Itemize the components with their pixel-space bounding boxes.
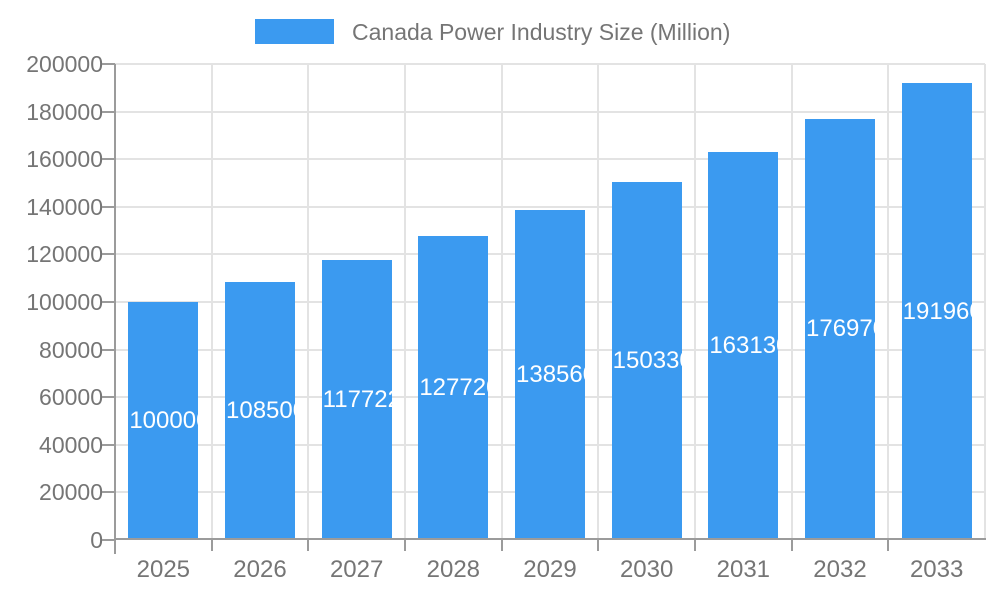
x-axis-tick [114, 540, 116, 551]
y-axis-tick [102, 253, 115, 256]
y-tick-label: 200000 [26, 51, 103, 77]
bar-value-label: 108500 [226, 396, 295, 424]
x-tick-label: 2027 [329, 556, 384, 583]
y-axis-tick [102, 301, 115, 303]
gridline-vertical [500, 64, 503, 540]
bar-2031: 163130 [708, 151, 779, 540]
gridline-vertical [887, 64, 890, 540]
x-axis-tick [404, 540, 406, 551]
legend-swatch [255, 19, 334, 44]
bar-2029: 138560 [515, 210, 585, 540]
x-axis-tick [500, 540, 503, 551]
x-axis-tick [597, 540, 600, 551]
bar-2025: 100000 [128, 302, 199, 540]
gridline-horizontal [115, 63, 985, 65]
y-axis-tick [102, 63, 115, 65]
y-tick-label: 60000 [39, 384, 103, 411]
gridline-vertical [790, 64, 793, 540]
x-axis-tick [694, 540, 696, 551]
x-tick-label: 2031 [716, 556, 771, 583]
x-axis-tick [307, 540, 310, 551]
bar-2030: 150330 [611, 182, 682, 540]
x-axis-tick [210, 540, 213, 551]
y-axis-tick [102, 205, 115, 208]
x-tick-label: 2028 [426, 556, 481, 583]
y-tick-label: 0 [90, 527, 103, 553]
y-axis-tick [102, 110, 115, 113]
plot-area: 100000 108500 117722 127720 138560 150330 1631… [102, 63, 986, 554]
gridline-vertical [307, 64, 310, 540]
bar-value-label: 138560 [516, 361, 585, 389]
y-tick-label: 160000 [26, 146, 103, 173]
gridline-vertical [694, 64, 696, 540]
x-tick-label: 2025 [136, 556, 191, 583]
bar-value-label: 117722 [322, 385, 392, 413]
gridline-vertical [404, 64, 406, 540]
gridline-horizontal [115, 205, 985, 208]
y-axis-line [114, 64, 116, 554]
y-axis-tick [102, 539, 115, 541]
legend-label: Canada Power Industry Size (Million) [352, 19, 731, 45]
y-axis-tick [102, 158, 115, 161]
bar-2028: 127720 [418, 236, 489, 540]
y-tick-label: 80000 [39, 336, 103, 363]
bar-value-label: 127720 [419, 374, 488, 402]
bar-2026: 108500 [225, 281, 295, 540]
y-tick-label: 100000 [26, 289, 103, 315]
y-axis-tick [102, 443, 115, 446]
gridline-horizontal [115, 110, 985, 113]
gridline-horizontal [115, 158, 985, 161]
x-axis-tick [790, 540, 793, 551]
bar-value-label: 150330 [612, 347, 682, 375]
y-tick-label: 120000 [26, 241, 103, 268]
gridline-vertical [210, 64, 213, 540]
bar-2027: 117722 [321, 259, 392, 540]
x-axis-line [114, 538, 986, 540]
y-tick-label: 180000 [26, 98, 103, 125]
x-axis-tick [887, 540, 890, 551]
y-axis-tick [102, 491, 115, 494]
x-tick-label: 2032 [813, 556, 867, 583]
bar-value-label: 176970 [806, 315, 875, 343]
bar-value-label: 163130 [709, 331, 778, 359]
x-tick-label: 2029 [523, 556, 577, 583]
y-axis-tick [102, 348, 115, 351]
x-tick-label: 2030 [619, 556, 674, 583]
x-tick-label: 2033 [909, 556, 964, 583]
y-tick-label: 20000 [39, 479, 103, 506]
x-tick-label: 2026 [233, 556, 287, 583]
bar-value-label: 100000 [129, 407, 198, 434]
y-tick-label: 140000 [26, 193, 103, 220]
bar-2032: 176970 [805, 118, 875, 540]
y-tick-label: 40000 [39, 431, 103, 458]
gridline-vertical [597, 64, 600, 540]
gridline-vertical [984, 64, 986, 540]
y-axis-tick [102, 396, 115, 399]
